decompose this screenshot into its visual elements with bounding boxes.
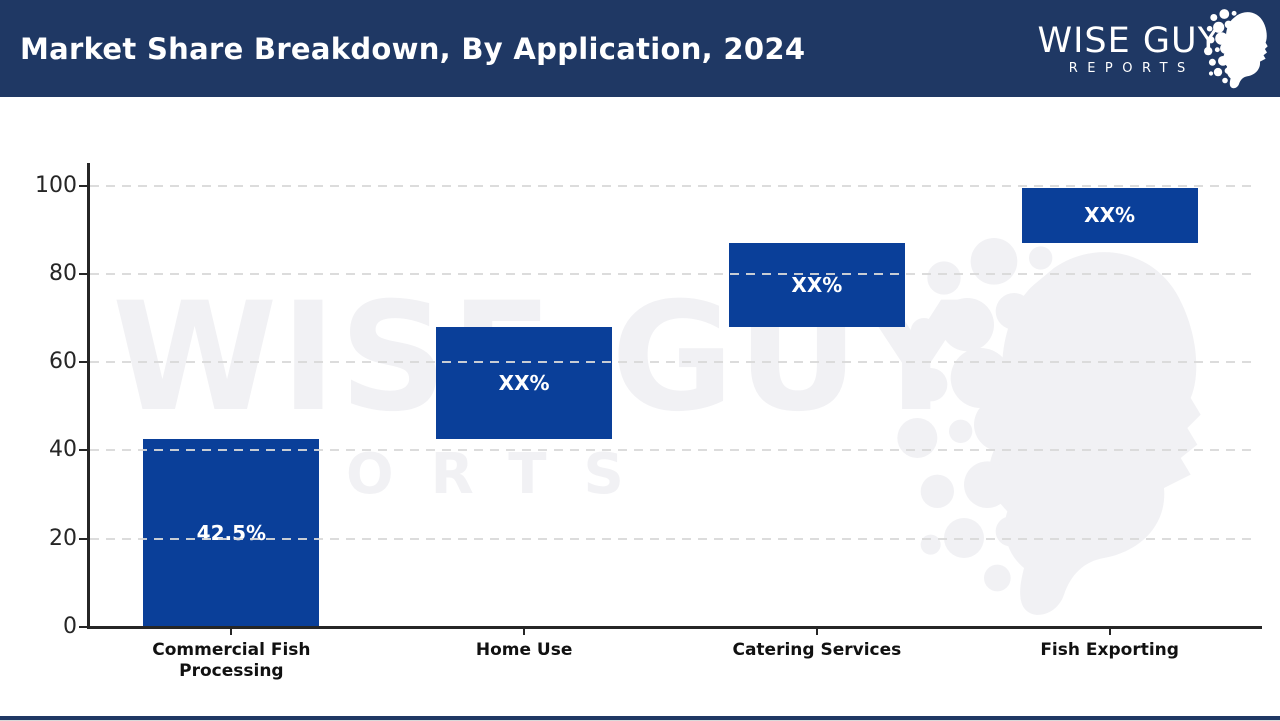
x-tick-fish-exporting bbox=[1108, 627, 1111, 635]
bar-commercial-fish-processing: 42.5% bbox=[143, 439, 320, 627]
x-category-label-fish-exporting: Fish Exporting bbox=[1040, 640, 1179, 660]
brand-name: WISE GUY bbox=[1037, 21, 1220, 61]
bar-fish-exporting: XX% bbox=[1021, 187, 1198, 243]
x-tick-catering-services bbox=[815, 627, 818, 635]
y-tick-label-0: 0 bbox=[63, 614, 77, 639]
x-tick-commercial-fish-processing bbox=[230, 627, 233, 635]
y-axis bbox=[87, 163, 90, 629]
gridline-60 bbox=[90, 361, 1253, 364]
y-tick-0 bbox=[79, 626, 87, 628]
page-title: Market Share Breakdown, By Application, … bbox=[20, 31, 806, 66]
brand-logo: WISE GUY REPORTS bbox=[1037, 5, 1274, 93]
x-axis bbox=[87, 626, 1262, 629]
y-tick-80 bbox=[79, 272, 87, 275]
x-category-label-catering-services: Catering Services bbox=[732, 640, 902, 660]
bar-value-label: XX% bbox=[791, 272, 843, 297]
bar-home-use: XX% bbox=[436, 326, 613, 440]
y-tick-100 bbox=[79, 184, 87, 187]
brand-subname: REPORTS bbox=[1068, 61, 1195, 76]
gridline-80 bbox=[90, 272, 1253, 275]
bar-value-label: XX% bbox=[1084, 203, 1136, 228]
y-tick-60 bbox=[79, 361, 87, 364]
x-category-label-home-use: Home Use bbox=[475, 640, 573, 660]
y-tick-label-100: 100 bbox=[35, 172, 77, 198]
x-tick-home-use bbox=[523, 627, 526, 635]
gridline-20 bbox=[90, 537, 1253, 540]
watermark-head-icon bbox=[878, 228, 1250, 628]
y-tick-label-40: 40 bbox=[49, 437, 77, 463]
brand-text: WISE GUY REPORTS bbox=[1037, 22, 1220, 76]
bar-value-label: XX% bbox=[498, 371, 550, 396]
footer-strip bbox=[0, 716, 1280, 720]
y-tick-40 bbox=[79, 449, 87, 452]
y-tick-label-80: 80 bbox=[49, 260, 77, 286]
bar-value-label: 42.5% bbox=[196, 521, 267, 546]
y-tick-20 bbox=[79, 537, 87, 540]
gridline-40 bbox=[90, 449, 1253, 452]
y-tick-label-20: 20 bbox=[49, 525, 77, 551]
gridline-100 bbox=[90, 184, 1253, 187]
watermark-wordmark-2: PORTS bbox=[268, 442, 661, 507]
wiseguy-head-icon bbox=[1204, 7, 1274, 91]
bar-catering-services: XX% bbox=[728, 242, 905, 327]
header: Market Share Breakdown, By Application, … bbox=[0, 0, 1280, 97]
x-category-label-commercial-fish-processing: Commercial Fish Processing bbox=[152, 640, 311, 681]
y-tick-label-60: 60 bbox=[49, 349, 77, 375]
